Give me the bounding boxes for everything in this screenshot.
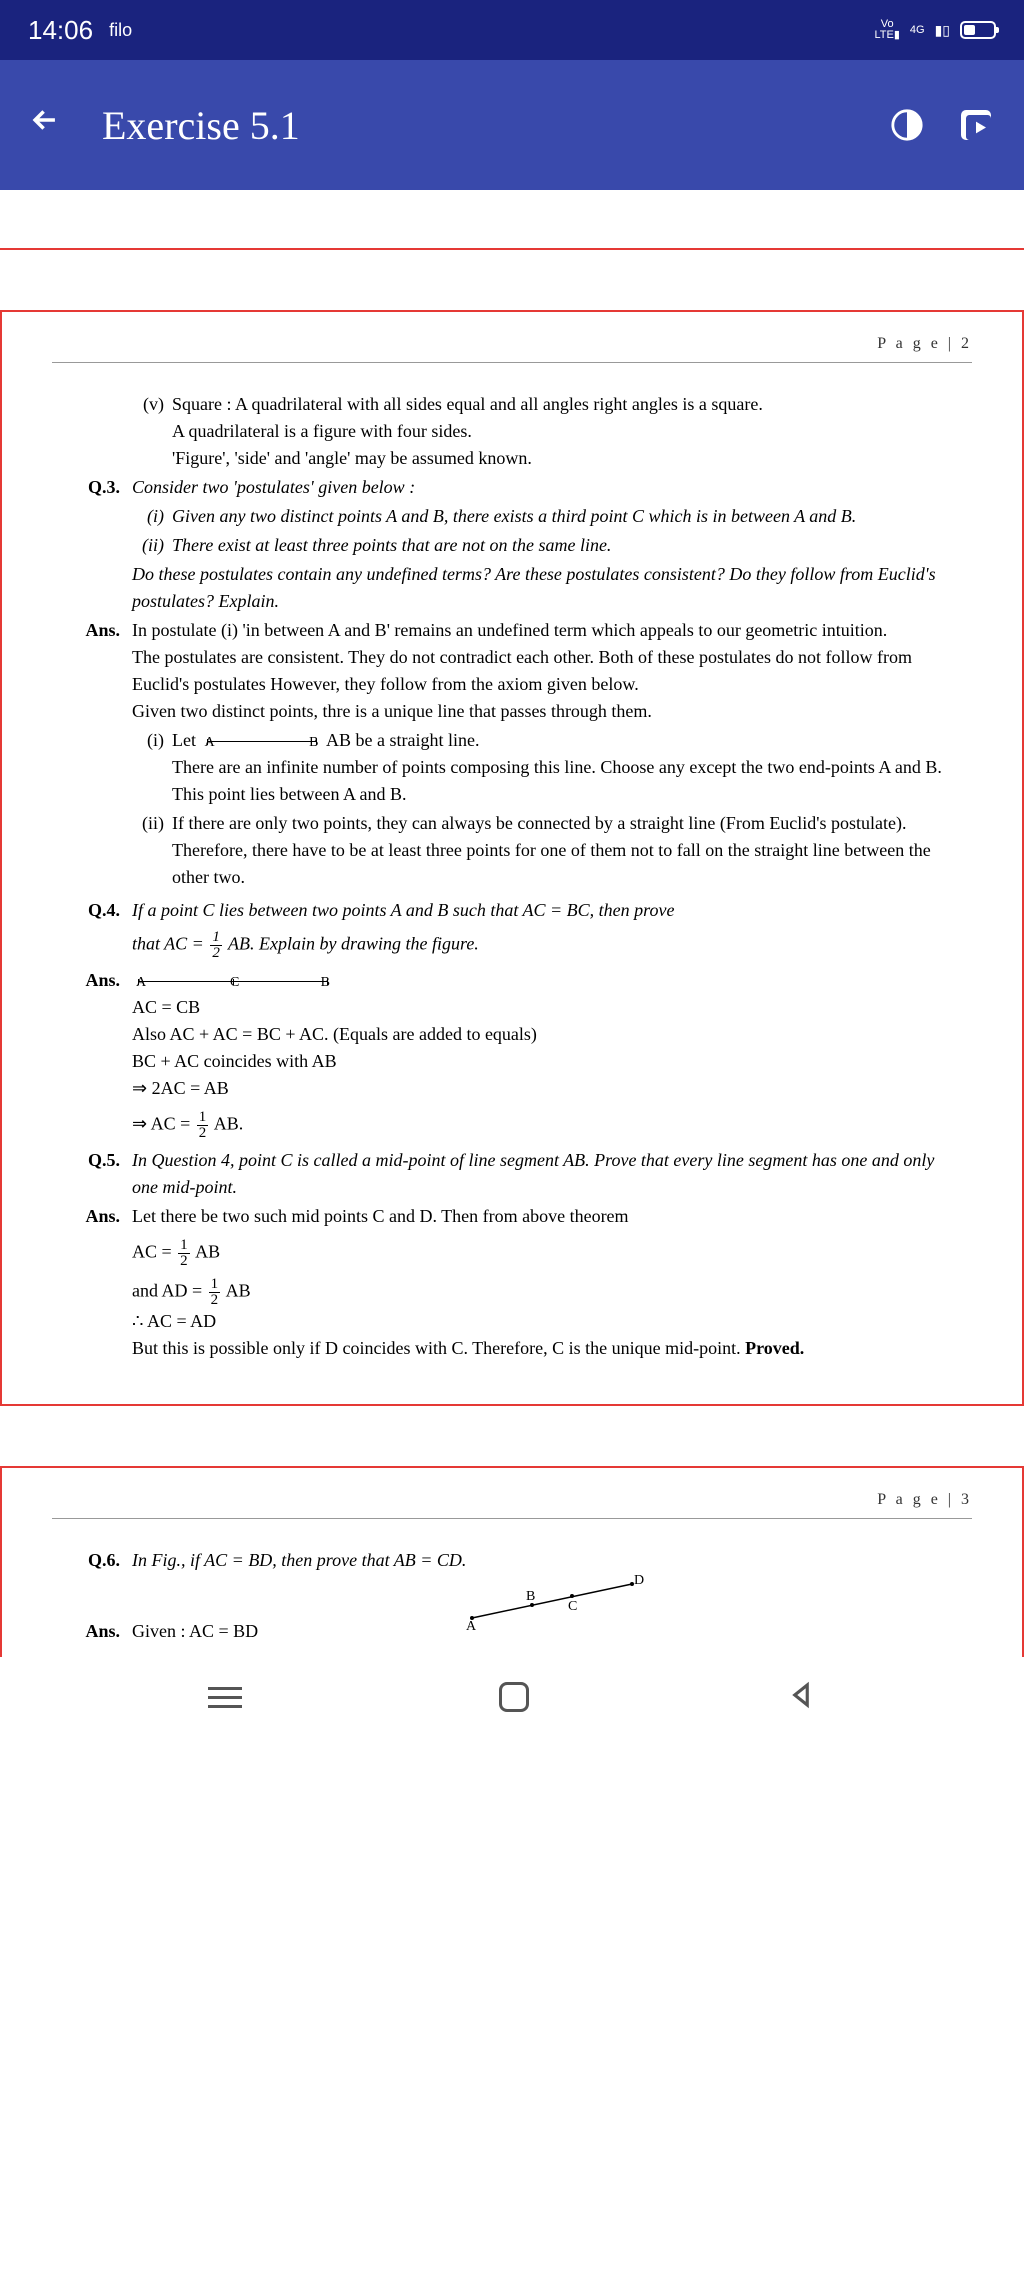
ans4-label: Ans. [72, 967, 132, 1141]
ans3-p2: The postulates are consistent. They do n… [132, 644, 952, 698]
segment-acb-figure: A C B [132, 967, 952, 994]
clock: 14:06 [28, 15, 93, 46]
point-a: A [466, 1619, 477, 1634]
ans4-l2: Also AC + AC = BC + AC. (Equals are adde… [132, 1021, 952, 1048]
ans5-proved: Proved. [745, 1338, 804, 1358]
ans3-ii-label: (ii) [120, 810, 172, 891]
ans3-p1: In postulate (i) 'in between A and B' re… [132, 617, 952, 644]
ans3-p3: Given two distinct points, thre is a uni… [132, 698, 952, 725]
fraction-half: 12 [197, 1110, 209, 1141]
network-lte-icon: Vo LTE▮ [874, 19, 899, 41]
page-2: P a g e | 2 (v) Square : A quadrilateral… [0, 310, 1024, 1406]
fraction-half: 12 [178, 1238, 190, 1269]
q5-label: Q.5. [72, 1147, 132, 1201]
page-3-body: Q.6. In Fig., if AC = BD, then prove tha… [52, 1547, 972, 1645]
ans5-p1: Let there be two such mid points C and D… [132, 1203, 952, 1230]
point-b: B [321, 972, 330, 993]
segment-acb-icon: A C B [138, 981, 328, 982]
page-3: P a g e | 3 Q.6. In Fig., if AC = BD, th… [0, 1466, 1024, 1657]
gap [0, 250, 1024, 310]
ans3-i-post: AB be a straight line. [326, 730, 479, 750]
status-right: Vo LTE▮ 4G ▮▯ [874, 19, 996, 41]
item-v-line1: Square : A quadrilateral with all sides … [172, 391, 952, 418]
ans5-label: Ans. [72, 1203, 132, 1362]
system-nav-bar [0, 1657, 1024, 1737]
page-title: Exercise 5.1 [102, 102, 850, 149]
ans6-label: Ans. [72, 1618, 132, 1645]
blank-section [0, 190, 1024, 250]
item-v-label: (v) [132, 391, 172, 472]
item-v-line3: 'Figure', 'side' and 'angle' may be assu… [172, 445, 952, 472]
q4-line1: If a point C lies between two points A a… [132, 897, 952, 924]
gap [0, 1406, 1024, 1466]
point-b: B [526, 1589, 535, 1604]
recent-apps-button[interactable] [208, 1687, 242, 1708]
ans5-ad: and AD = 12 AB [132, 1277, 952, 1308]
q3-i-text: Given any two distinct points A and B, t… [172, 503, 952, 530]
q3-intro: Consider two 'postulates' given below : [132, 474, 952, 501]
ans5-ad-post: AB [226, 1281, 251, 1301]
status-bar: 14:06 filo Vo LTE▮ 4G ▮▯ [0, 0, 1024, 60]
point-b: B [309, 732, 318, 753]
ans4-l5-post: AB. [214, 1114, 244, 1134]
ans3-i-line: Let A B AB be a straight line. [172, 727, 952, 754]
ans3-i-pre: Let [172, 730, 201, 750]
signal-bars-icon: ▮▯ [935, 22, 950, 39]
ans5-ac-pre: AC = [132, 1242, 176, 1262]
point-c: C [568, 1599, 577, 1614]
q6-label: Q.6. [72, 1547, 132, 1574]
ans3-ii-text: If there are only two points, they can a… [172, 810, 952, 891]
ans3-i-body: There are an infinite number of points c… [172, 754, 952, 808]
ans3-i-label: (i) [132, 727, 172, 808]
page-2-body: (v) Square : A quadrilateral with all si… [52, 391, 972, 1362]
fraction-half: 12 [209, 1277, 221, 1308]
contrast-icon[interactable] [890, 108, 924, 142]
status-app-name: filo [109, 20, 132, 41]
ans4-l4: ⇒ 2AC = AB [132, 1075, 952, 1102]
q4-line2: that AC = 12 AB. Explain by drawing the … [132, 930, 952, 961]
ans3-label: Ans. [72, 617, 132, 725]
point-d: D [634, 1573, 644, 1588]
q3-ii-label: (ii) [120, 532, 172, 559]
back-button[interactable] [28, 103, 62, 147]
play-icon[interactable] [956, 105, 996, 145]
ans5-ac-post: AB [195, 1242, 220, 1262]
q3-ask: Do these postulates contain any undefine… [132, 561, 952, 615]
q3-ii-text: There exist at least three points that a… [172, 532, 952, 559]
point-c: C [230, 972, 239, 993]
ans4-l1: AC = CB [132, 994, 952, 1021]
q4-label: Q.4. [72, 897, 132, 961]
ans5-conc-pre: But this is possible only if D coincides… [132, 1338, 745, 1358]
home-button[interactable] [499, 1682, 529, 1712]
status-left: 14:06 filo [28, 15, 132, 46]
network-4g-icon: 4G [910, 25, 925, 36]
ans4-l5: ⇒ AC = 12 AB. [132, 1110, 952, 1141]
app-bar-actions [890, 105, 996, 145]
ans4-l3: BC + AC coincides with AB [132, 1048, 952, 1075]
ans5-conclusion: But this is possible only if D coincides… [132, 1335, 952, 1362]
fraction-half: 12 [210, 930, 222, 961]
q4-line2-post: AB. Explain by drawing the figure. [228, 934, 479, 954]
segment-ab-icon: A B [207, 741, 317, 742]
q5-text: In Question 4, point C is called a mid-p… [132, 1147, 952, 1201]
battery-icon [960, 21, 996, 39]
q4-line2-pre: that AC = [132, 934, 208, 954]
q6-text: In Fig., if AC = BD, then prove that AB … [132, 1547, 952, 1574]
page-number: P a g e | 2 [52, 332, 972, 363]
ans5-therefore: ∴ AC = AD [132, 1308, 952, 1335]
segment-abcd-icon: A B C D [462, 1576, 622, 1616]
ans5-ac: AC = 12 AB [132, 1238, 952, 1269]
ans4-l5-pre: ⇒ AC = [132, 1114, 195, 1134]
item-v-line2: A quadrilateral is a figure with four si… [172, 418, 952, 445]
page-number: P a g e | 3 [52, 1488, 972, 1519]
back-nav-button[interactable] [786, 1680, 816, 1715]
app-bar: Exercise 5.1 [0, 60, 1024, 190]
q3-i-label: (i) [132, 503, 172, 530]
q3-label: Q.3. [72, 474, 132, 501]
ans5-ad-pre: and AD = [132, 1281, 207, 1301]
